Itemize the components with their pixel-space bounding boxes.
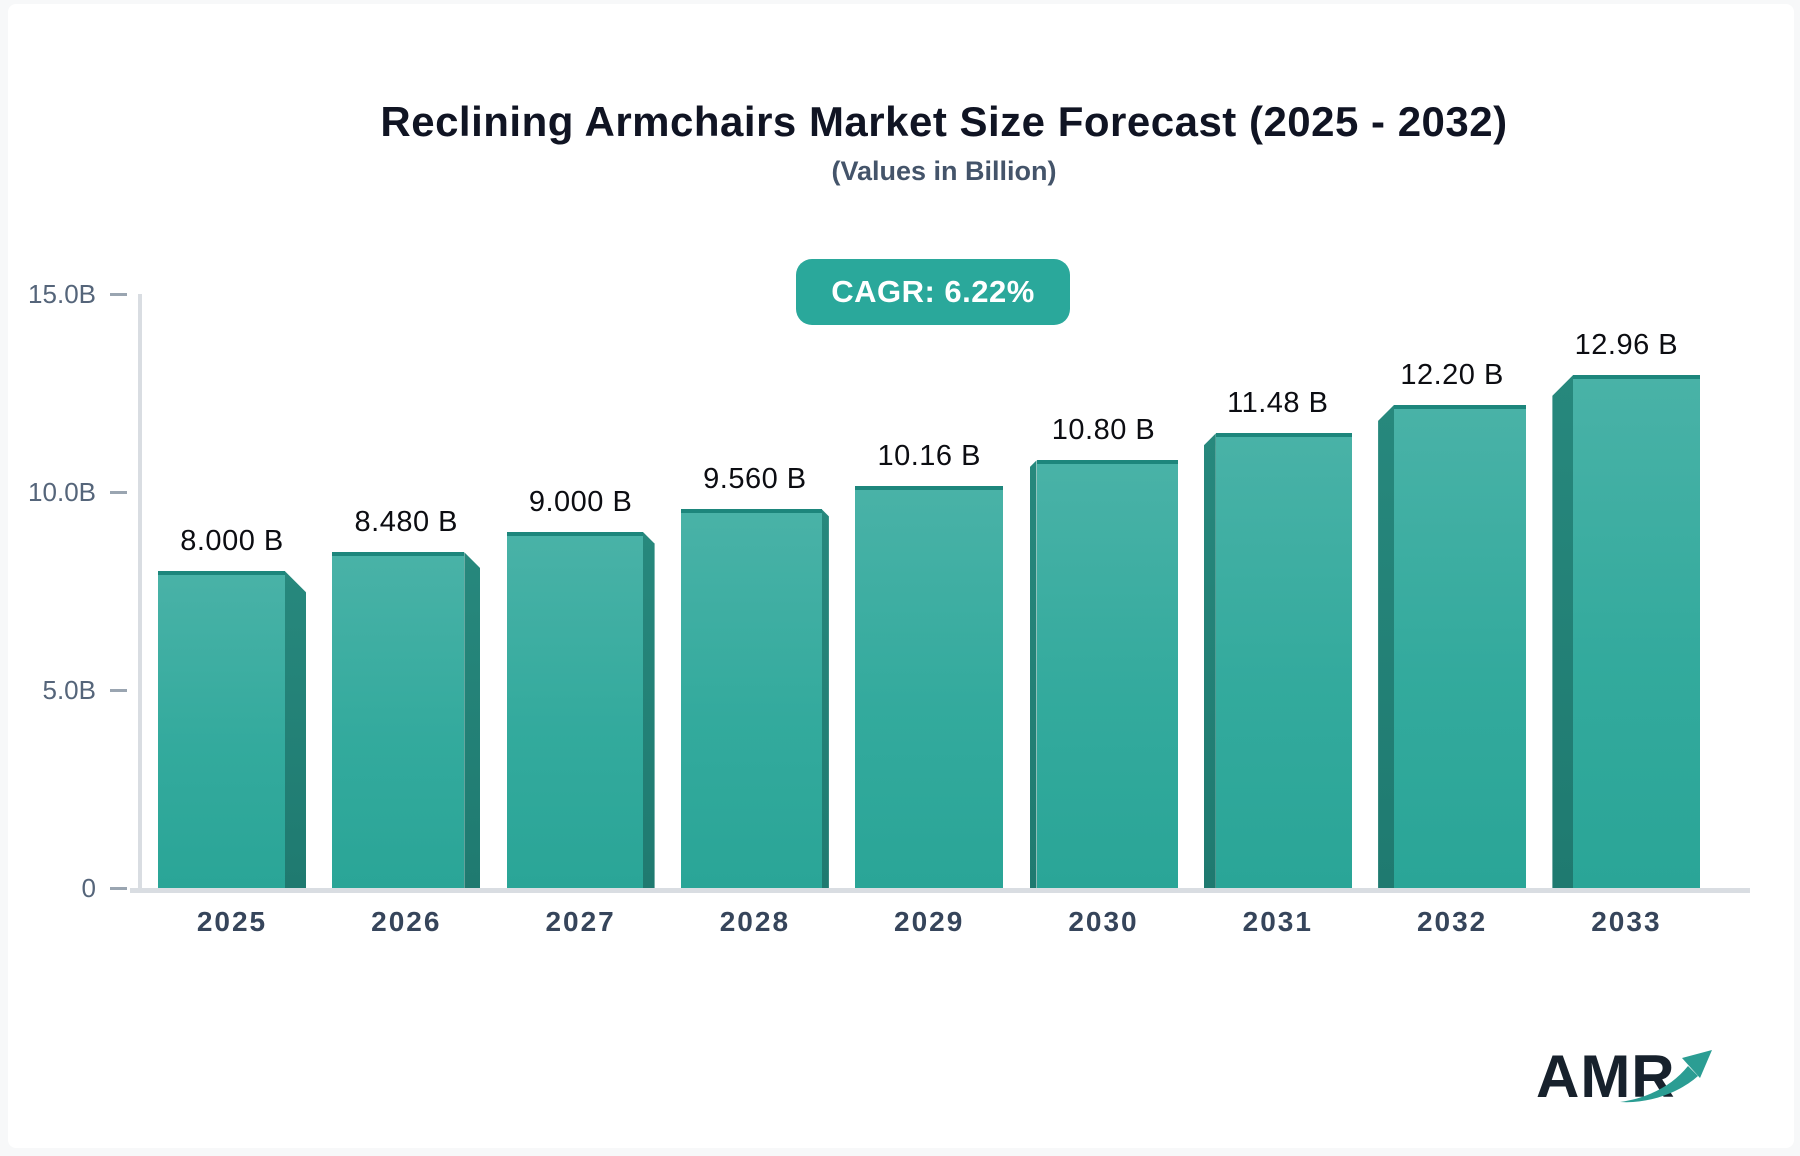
bar-bevel-2025 [285, 571, 306, 888]
bar-bevel-2031 [1203, 433, 1216, 888]
growth-arrow-icon [1620, 1050, 1712, 1103]
bar-face-2029 [855, 485, 1004, 888]
bar-2031 [1203, 433, 1352, 888]
bar-face-2031 [1215, 433, 1352, 888]
bar-value-label-2033: 12.96 B [1574, 328, 1679, 361]
bar-value-label-2027: 9.000 B [528, 485, 633, 518]
x-tick-label-2033: 2033 [1591, 906, 1662, 937]
bar-2028 [680, 509, 829, 888]
y-tick-mark [110, 689, 127, 692]
y-tick-label: 0 [81, 873, 96, 903]
bar-face-2028 [680, 509, 822, 888]
x-tick-label-2031: 2031 [1242, 906, 1313, 937]
chart-card: Reclining Armchairs Market Size Forecast… [8, 4, 1794, 1148]
amr-logo: AMR [1536, 1034, 1756, 1124]
chart-title: Reclining Armchairs Market Size Forecast… [380, 98, 1508, 145]
bar-2026 [332, 552, 481, 888]
bar-2029 [855, 485, 1004, 888]
bar-bevel-2027 [642, 531, 655, 888]
x-axis-line [130, 888, 1750, 893]
bar-face-2030 [1036, 460, 1178, 888]
bar-face-2032 [1394, 404, 1527, 888]
bar-2027 [506, 531, 655, 888]
bar-face-2025 [158, 571, 285, 888]
bar-value-label-2029: 10.16 B [877, 439, 981, 472]
bar-value-label-2025: 8.000 B [180, 525, 284, 558]
bar-value-label-2026: 8.480 B [354, 506, 459, 539]
bar-bevel-2032 [1378, 404, 1395, 888]
bar-face-2033 [1573, 374, 1701, 888]
bar-2033 [1552, 374, 1701, 888]
x-tick-label-2029: 2029 [894, 906, 965, 937]
cagr-badge: CAGR: 6.22% [796, 259, 1070, 325]
bar-bevel-2033 [1552, 374, 1574, 888]
x-tick-label-2032: 2032 [1416, 906, 1488, 937]
x-tick-label-2028: 2028 [719, 906, 791, 937]
bar-value-label-2031: 11.48 B [1227, 387, 1329, 420]
y-tick-mark [110, 887, 127, 890]
bar-value-label-2032: 12.20 B [1400, 358, 1504, 391]
x-tick-label-2026: 2026 [371, 906, 442, 937]
y-tick-label: 10.0B [28, 477, 96, 507]
bar-bevel-2026 [464, 552, 481, 888]
x-tick-label-2025: 2025 [196, 906, 268, 937]
bar-face-2027 [506, 531, 643, 888]
x-tick-label-2030: 2030 [1068, 906, 1139, 937]
y-tick-mark [110, 491, 127, 494]
y-tick-mark [110, 293, 127, 296]
bar-2030 [1029, 460, 1178, 888]
chart-subtitle: (Values in Billion) [831, 156, 1057, 186]
y-tick-label: 5.0B [42, 675, 97, 705]
bar-value-label-2030: 10.80 B [1051, 414, 1156, 447]
bar-bevel-2028 [821, 509, 829, 888]
bar-2032 [1378, 404, 1527, 888]
x-tick-label-2027: 2027 [545, 906, 616, 937]
bar-bevel-2030 [1029, 460, 1037, 888]
bar-2025 [158, 571, 306, 888]
y-axis-line [138, 294, 142, 893]
bar-value-label-2028: 9.560 B [703, 463, 807, 496]
bar-face-2026 [332, 552, 465, 888]
y-tick-label: 15.0B [28, 279, 96, 309]
